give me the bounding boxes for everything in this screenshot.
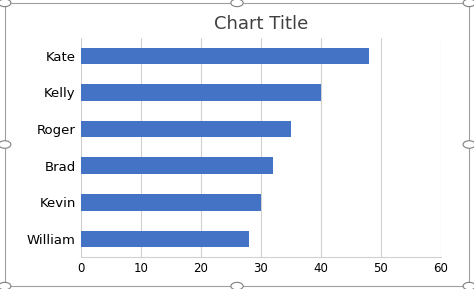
Bar xyxy=(81,84,321,101)
Bar xyxy=(81,194,261,211)
Bar xyxy=(81,121,291,137)
Bar xyxy=(81,231,249,247)
Bar xyxy=(81,48,369,64)
Bar xyxy=(81,158,273,174)
Title: Chart Title: Chart Title xyxy=(214,15,308,33)
